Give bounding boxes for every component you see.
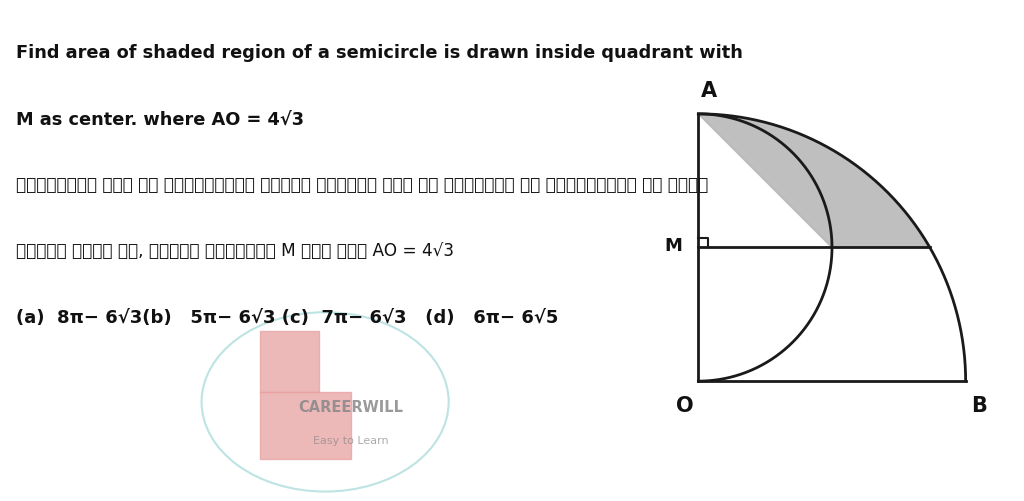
Text: (a)  8π− 6√3(b)   5π− 6√3 (c)  7π− 6√3   (d)   6π− 6√5: (a) 8π− 6√3(b) 5π− 6√3 (c) 7π− 6√3 (d) 6… <box>16 308 559 326</box>
Text: Find area of shaded region of a semicircle is drawn inside quadrant with: Find area of shaded region of a semicirc… <box>16 44 743 62</box>
Text: बनाया जाता है, जिसका केन्द्र M है। जहा AO = 4√3: बनाया जाता है, जिसका केन्द्र M है। जहा A… <box>16 242 455 260</box>
Text: B: B <box>971 395 987 415</box>
Polygon shape <box>698 115 930 248</box>
Text: Easy to Learn: Easy to Learn <box>313 435 389 445</box>
Text: CAREERWILL: CAREERWILL <box>299 399 403 414</box>
Text: छायांकित भाग का क्षेत्रफल ज्ञात कीजिए। यदि एक अधवृत्त एक चतुर्थांश के अंदर: छायांकित भाग का क्षेत्रफल ज्ञात कीजिए। य… <box>16 176 709 194</box>
Text: O: O <box>676 395 694 415</box>
Text: A: A <box>701 81 717 101</box>
Text: M as center. where AO = 4√3: M as center. where AO = 4√3 <box>16 110 304 128</box>
Text: M: M <box>665 236 682 255</box>
